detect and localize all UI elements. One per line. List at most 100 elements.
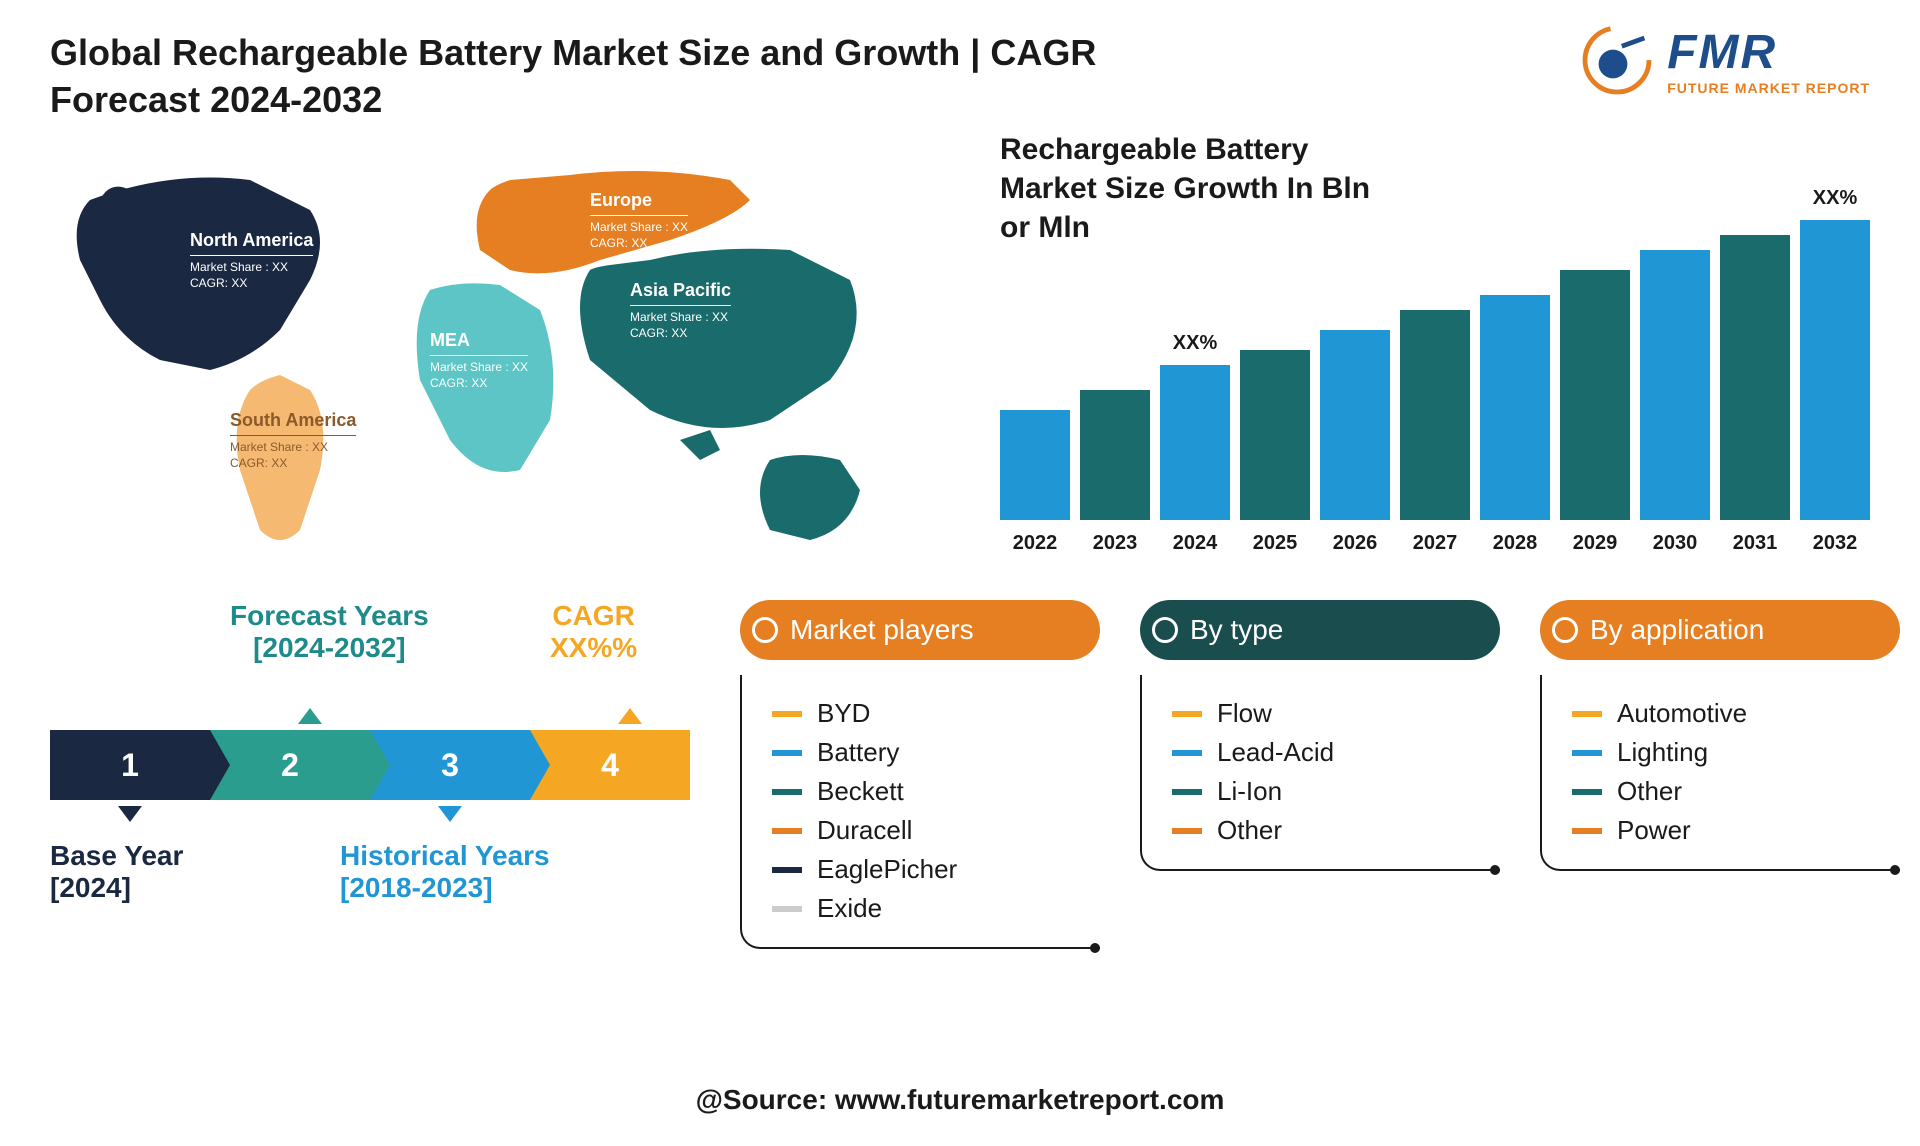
category-item: Other	[1172, 815, 1500, 846]
chart-bar	[1480, 295, 1550, 520]
item-label: Other	[1617, 776, 1682, 807]
item-label: Exide	[817, 893, 882, 924]
chart-bar	[1640, 250, 1710, 520]
arrow-down-icon	[118, 806, 142, 822]
timeline-historical-label: Historical Years [2018-2023]	[340, 840, 550, 904]
region-label: EuropeMarket Share : XXCAGR: XX	[590, 190, 688, 250]
bar-wrapper: 2028	[1480, 295, 1550, 520]
region-label: Asia PacificMarket Share : XXCAGR: XX	[630, 280, 731, 340]
chart-bar	[1160, 365, 1230, 520]
chart-bar	[1320, 330, 1390, 520]
category-item: Other	[1572, 776, 1900, 807]
bar-wrapper: 2025	[1240, 350, 1310, 520]
category-item: Exide	[772, 893, 1100, 924]
chart-bar	[1080, 390, 1150, 520]
category-header: By type	[1140, 600, 1500, 660]
timeline-base-label: Base Year [2024]	[50, 840, 183, 904]
item-label: Power	[1617, 815, 1691, 846]
source-text: @Source: www.futuremarketreport.com	[696, 1084, 1225, 1116]
timeline-seg-2: 2	[210, 730, 370, 800]
item-marker	[1572, 789, 1602, 795]
chart-bar	[1560, 270, 1630, 520]
bar-annotation: XX%	[1813, 187, 1857, 210]
item-label: Duracell	[817, 815, 912, 846]
category-item: BYD	[772, 698, 1100, 729]
timeline-cagr-label: CAGR XX%%	[550, 600, 637, 664]
category-block: By type Flow Lead-Acid Li-Ion Other	[1140, 600, 1500, 949]
bar-wrapper: 2031	[1720, 235, 1790, 520]
category-item: Automotive	[1572, 698, 1900, 729]
item-marker	[772, 789, 802, 795]
bar-year-label: 2025	[1253, 532, 1298, 555]
timeline-seg-3: 3	[370, 730, 530, 800]
logo: FMR FUTURE MARKET REPORT	[1577, 20, 1870, 100]
category-header: Market players	[740, 600, 1100, 660]
category-item: Battery	[772, 737, 1100, 768]
bar-chart: Rechargeable Battery Market Size Growth …	[1000, 130, 1870, 560]
item-marker	[1572, 828, 1602, 834]
category-item: Li-Ion	[1172, 776, 1500, 807]
category-item: Lighting	[1572, 737, 1900, 768]
category-item: Lead-Acid	[1172, 737, 1500, 768]
bar-wrapper: 2030	[1640, 250, 1710, 520]
timeline-seg-1: 1	[50, 730, 210, 800]
item-marker	[772, 750, 802, 756]
item-label: Automotive	[1617, 698, 1747, 729]
category-header: By application	[1540, 600, 1900, 660]
bar-wrapper: 2027	[1400, 310, 1470, 520]
arrow-down-icon	[438, 806, 462, 822]
item-marker	[772, 906, 802, 912]
item-marker	[1172, 750, 1202, 756]
category-bracket: Automotive Lighting Other Power	[1540, 675, 1900, 871]
bar-year-label: 2027	[1413, 532, 1458, 555]
bar-wrapper: 2029	[1560, 270, 1630, 520]
chart-bar	[1000, 410, 1070, 520]
category-block: Market players BYD Battery Beckett Duracell E…	[740, 600, 1100, 949]
item-marker	[1572, 711, 1602, 717]
timeline: Forecast Years [2024-2032] CAGR XX%% 1 2…	[50, 600, 690, 920]
item-label: Li-Ion	[1217, 776, 1282, 807]
region-label: South AmericaMarket Share : XXCAGR: XX	[230, 410, 356, 470]
bar-year-label: 2029	[1573, 532, 1618, 555]
bar-annotation: XX%	[1173, 332, 1217, 355]
bar-year-label: 2028	[1493, 532, 1538, 555]
bar-year-label: 2023	[1093, 532, 1138, 555]
timeline-bar: 1 2 3 4	[50, 730, 690, 800]
arrow-up-icon	[298, 708, 322, 724]
category-item: Flow	[1172, 698, 1500, 729]
item-marker	[1172, 711, 1202, 717]
item-marker	[772, 711, 802, 717]
item-label: Lighting	[1617, 737, 1708, 768]
item-marker	[1172, 789, 1202, 795]
category-block: By application Automotive Lighting Other Pow…	[1540, 600, 1900, 949]
logo-icon	[1577, 20, 1657, 100]
categories-section: Market players BYD Battery Beckett Duracell E…	[740, 600, 1900, 949]
item-marker	[772, 867, 802, 873]
category-item: Beckett	[772, 776, 1100, 807]
item-marker	[772, 828, 802, 834]
logo-text: FMR	[1667, 25, 1870, 80]
bar-wrapper: 2032XX%	[1800, 220, 1870, 520]
category-item: EaglePicher	[772, 854, 1100, 885]
arrow-up-icon	[618, 708, 642, 724]
bar-wrapper: 2026	[1320, 330, 1390, 520]
item-label: EaglePicher	[817, 854, 957, 885]
world-map: North AmericaMarket Share : XXCAGR: XXSo…	[50, 160, 950, 560]
category-item: Duracell	[772, 815, 1100, 846]
bar-year-label: 2022	[1013, 532, 1058, 555]
bar-year-label: 2024	[1173, 532, 1218, 555]
bar-year-label: 2026	[1333, 532, 1378, 555]
chart-bar	[1240, 350, 1310, 520]
bar-year-label: 2031	[1733, 532, 1778, 555]
item-label: Other	[1217, 815, 1282, 846]
item-label: BYD	[817, 698, 870, 729]
page-title: Global Rechargeable Battery Market Size …	[50, 30, 1100, 124]
logo-subtext: FUTURE MARKET REPORT	[1667, 80, 1870, 96]
chart-bar	[1800, 220, 1870, 520]
category-bracket: Flow Lead-Acid Li-Ion Other	[1140, 675, 1500, 871]
timeline-forecast-label: Forecast Years [2024-2032]	[230, 600, 429, 664]
timeline-seg-4: 4	[530, 730, 690, 800]
category-bracket: BYD Battery Beckett Duracell EaglePicher Exid…	[740, 675, 1100, 949]
bar-year-label: 2030	[1653, 532, 1698, 555]
item-label: Flow	[1217, 698, 1272, 729]
